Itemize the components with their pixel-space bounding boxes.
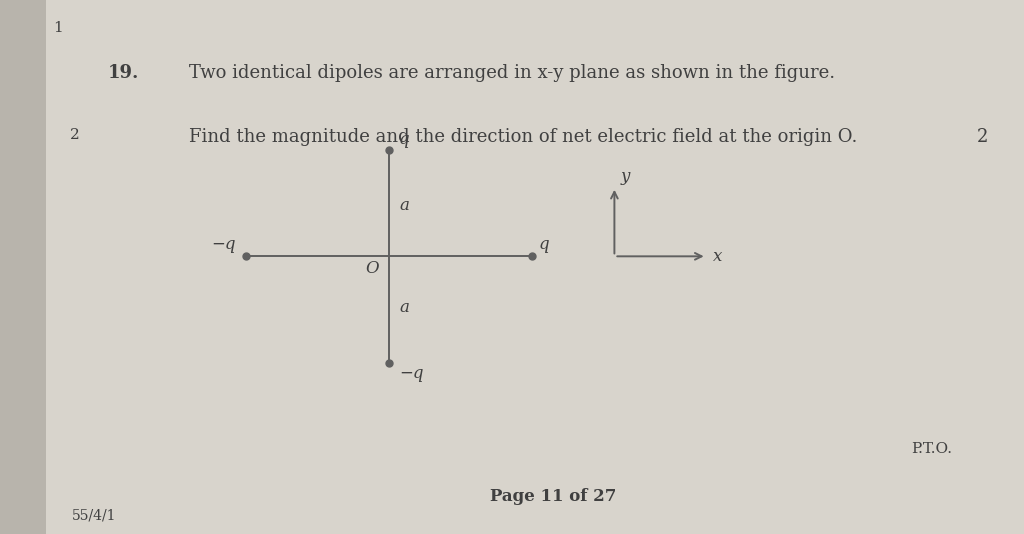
Text: 2: 2 — [977, 128, 988, 146]
Text: Page 11 of 27: Page 11 of 27 — [489, 488, 616, 505]
Text: y: y — [621, 168, 630, 185]
Text: −q: −q — [399, 365, 424, 382]
Text: Find the magnitude and the direction of net electric field at the origin O.: Find the magnitude and the direction of … — [189, 128, 858, 146]
Text: x: x — [713, 248, 722, 265]
Text: 1: 1 — [53, 21, 63, 35]
Text: 19.: 19. — [108, 64, 139, 82]
Text: q: q — [399, 131, 410, 147]
Text: a: a — [399, 299, 409, 316]
Text: O: O — [366, 260, 379, 277]
Text: 2: 2 — [70, 128, 80, 142]
Text: a: a — [399, 197, 409, 214]
Text: 55/4/1: 55/4/1 — [72, 508, 116, 522]
Text: Two identical dipoles are arranged in x-y plane as shown in the figure.: Two identical dipoles are arranged in x-… — [189, 64, 836, 82]
Text: P.T.O.: P.T.O. — [911, 442, 952, 456]
Text: −q: −q — [211, 236, 236, 253]
FancyBboxPatch shape — [0, 0, 46, 534]
Text: q: q — [539, 236, 549, 253]
